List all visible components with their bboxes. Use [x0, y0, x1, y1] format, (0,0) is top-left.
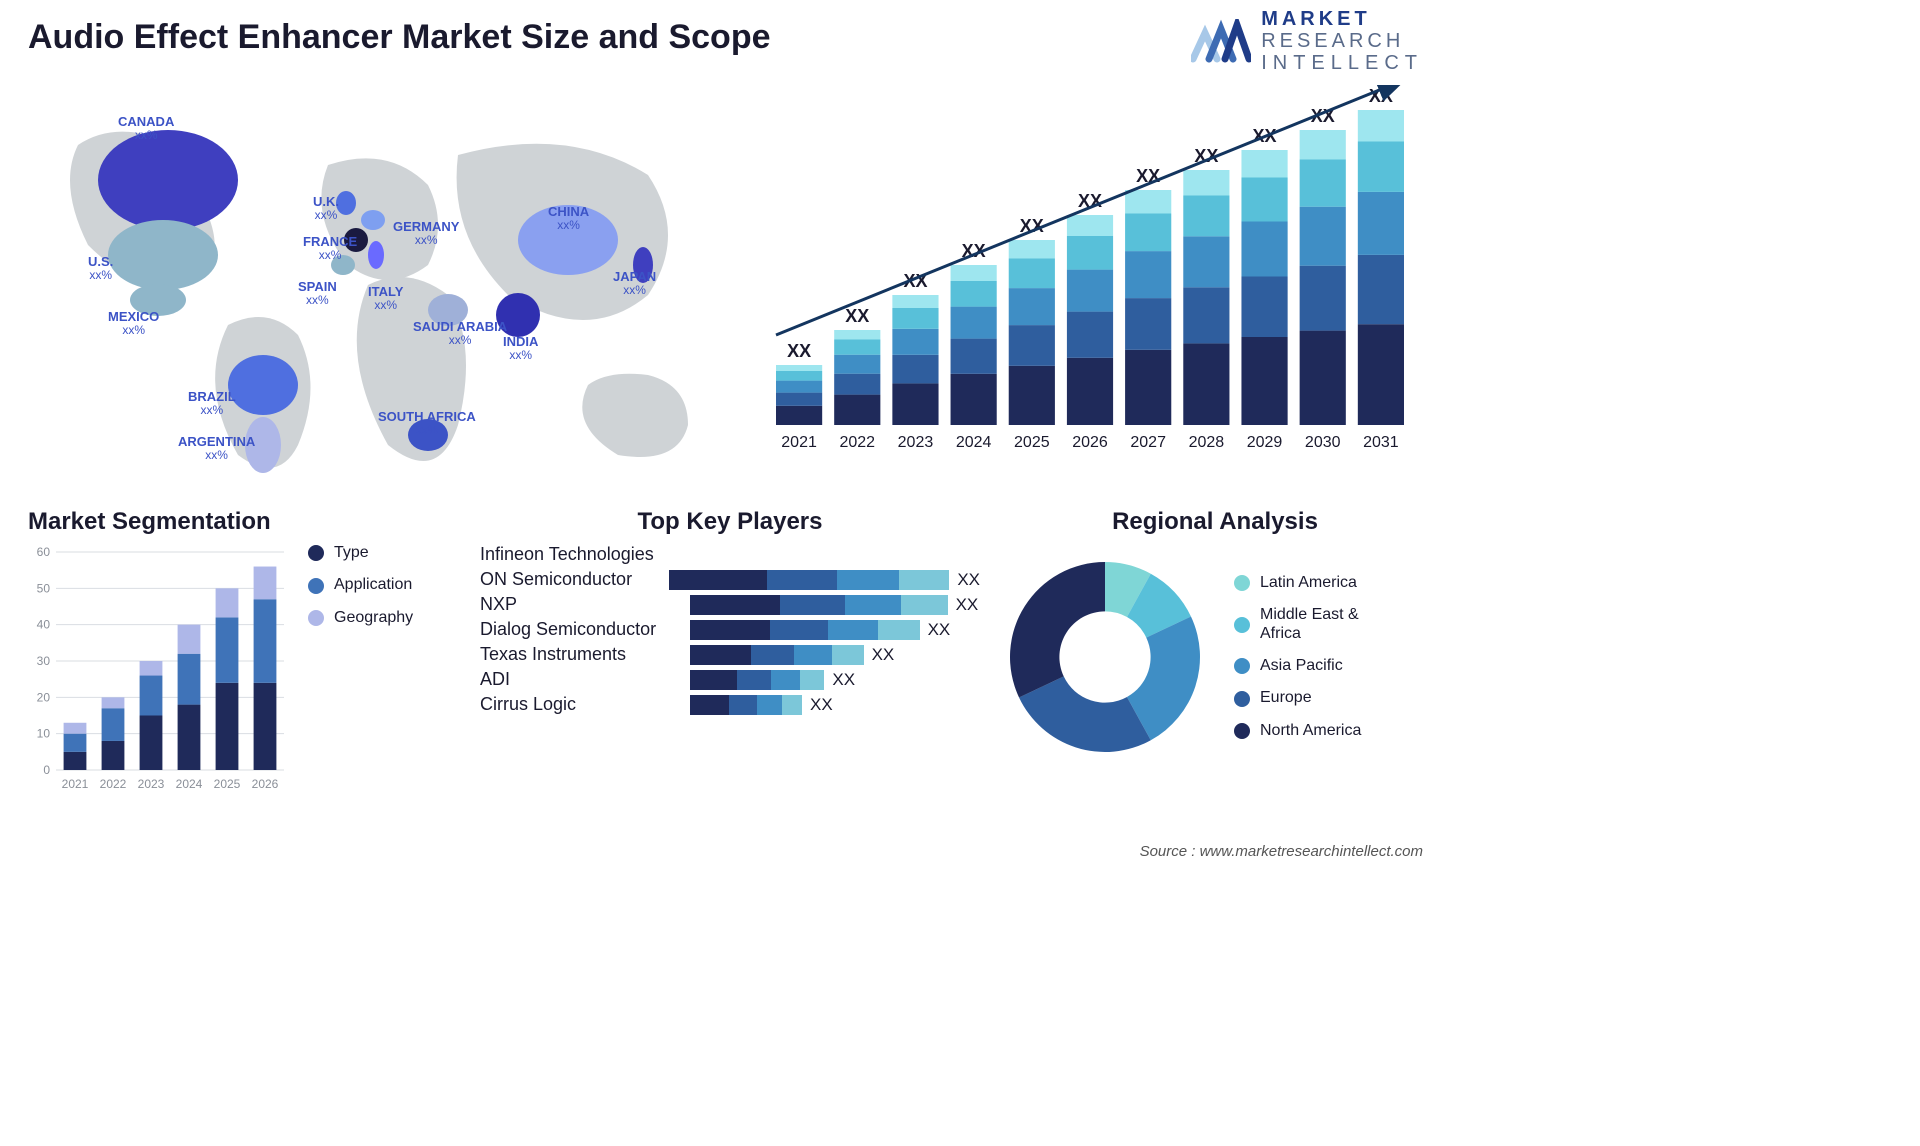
- map-label-brazil: BRAZILxx%: [188, 390, 236, 417]
- svg-text:2024: 2024: [176, 777, 203, 791]
- regional-legend-asia-pacific: Asia Pacific: [1234, 657, 1361, 675]
- regional-legend: Latin America Middle East &Africa Asia Pac…: [1234, 574, 1361, 740]
- svg-text:XX: XX: [787, 341, 811, 361]
- forecast-chart-panel: XX2021XX2022XX2023XX2024XX2025XX2026XX20…: [755, 85, 1425, 465]
- player-row-adi: ADI XX: [480, 669, 980, 690]
- svg-text:XX: XX: [845, 306, 869, 326]
- map-label-south-africa: SOUTH AFRICAxx%: [378, 410, 476, 437]
- world-map-panel: CANADAxx% U.S.xx% MEXICOxx% BRAZILxx% ARGENT…: [28, 85, 728, 485]
- player-value: XX: [956, 595, 979, 615]
- svg-text:2021: 2021: [781, 434, 817, 451]
- svg-text:2021: 2021: [62, 777, 89, 791]
- svg-text:2026: 2026: [252, 777, 279, 791]
- player-value: XX: [928, 620, 951, 640]
- svg-text:60: 60: [37, 545, 51, 559]
- player-bar: [669, 570, 949, 590]
- map-label-u-k-: U.K.xx%: [313, 195, 339, 222]
- map-label-mexico: MEXICOxx%: [108, 310, 159, 337]
- player-name: ADI: [480, 669, 680, 690]
- player-bar: [690, 620, 920, 640]
- players-list: Infineon TechnologiesON SemiconductorXXN…: [480, 544, 980, 715]
- map-label-france: FRANCExx%: [303, 235, 357, 262]
- svg-text:2022: 2022: [839, 434, 875, 451]
- player-value: XX: [810, 695, 833, 715]
- regional-panel: Regional Analysis Latin America Middle Ea…: [1000, 508, 1430, 798]
- players-panel: Top Key Players Infineon Technologies ON …: [480, 508, 980, 798]
- player-row-dialog-semiconductor: Dialog Semiconductor XX: [480, 619, 980, 640]
- segmentation-panel: Market Segmentation 0 10 20 30 40 50 60 2021 202…: [28, 508, 458, 798]
- svg-text:30: 30: [37, 654, 51, 668]
- regional-legend-middle-east-africa: Middle East &Africa: [1234, 606, 1361, 643]
- svg-text:10: 10: [37, 727, 51, 741]
- svg-text:2024: 2024: [956, 434, 992, 451]
- player-row-cirrus-logic: Cirrus Logic XX: [480, 694, 980, 715]
- seg-legend-type: Type: [308, 544, 413, 562]
- player-row-on-semiconductor: ON Semiconductor XX: [480, 569, 980, 590]
- map-label-japan: JAPANxx%: [613, 270, 656, 297]
- map-label-india: INDIAxx%: [503, 335, 538, 362]
- logo-line2: RESEARCH: [1261, 30, 1423, 52]
- svg-text:0: 0: [43, 763, 50, 777]
- player-name: Texas Instruments: [480, 644, 680, 665]
- player-bar: [690, 670, 824, 690]
- logo-line1: MARKET: [1261, 8, 1423, 30]
- logo-text: MARKET RESEARCH INTELLECT: [1261, 8, 1423, 74]
- map-label-saudi-arabia: SAUDI ARABIAxx%: [413, 320, 507, 347]
- regional-donut-chart: [1000, 552, 1210, 762]
- regional-legend-north-america: North America: [1234, 722, 1361, 740]
- player-value: XX: [832, 670, 855, 690]
- forecast-chart: XX2021XX2022XX2023XX2024XX2025XX2026XX20…: [755, 85, 1425, 465]
- player-row-infineon-technologies: Infineon Technologies: [480, 544, 980, 565]
- player-row-nxp: NXP XX: [480, 594, 980, 615]
- svg-text:2022: 2022: [100, 777, 127, 791]
- svg-text:2026: 2026: [1072, 434, 1108, 451]
- svg-text:2027: 2027: [1130, 434, 1166, 451]
- player-name: Dialog Semiconductor: [480, 619, 680, 640]
- logo-line3: INTELLECT: [1261, 52, 1423, 74]
- segmentation-title: Market Segmentation: [28, 508, 458, 536]
- player-name: Infineon Technologies: [480, 544, 680, 565]
- svg-text:2025: 2025: [1014, 434, 1050, 451]
- seg-legend-geography: Geography: [308, 609, 413, 627]
- player-name: NXP: [480, 594, 680, 615]
- player-bar: [690, 645, 864, 665]
- player-value: XX: [872, 645, 895, 665]
- svg-text:2025: 2025: [214, 777, 241, 791]
- source-line: Source : www.marketresearchintellect.com: [1140, 843, 1423, 860]
- map-label-u-s-: U.S.xx%: [88, 255, 113, 282]
- player-name: ON Semiconductor: [480, 569, 659, 590]
- seg-legend-application: Application: [308, 576, 413, 594]
- svg-text:2028: 2028: [1189, 434, 1225, 451]
- svg-text:2031: 2031: [1363, 434, 1399, 451]
- map-label-germany: GERMANYxx%: [393, 220, 459, 247]
- page-title: Audio Effect Enhancer Market Size and Sc…: [28, 18, 771, 57]
- player-value: XX: [957, 570, 980, 590]
- player-bar: [690, 595, 948, 615]
- svg-text:40: 40: [37, 618, 51, 632]
- map-label-canada: CANADAxx%: [118, 115, 174, 142]
- player-name: Cirrus Logic: [480, 694, 680, 715]
- svg-text:2029: 2029: [1247, 434, 1283, 451]
- svg-text:20: 20: [37, 690, 51, 704]
- svg-text:50: 50: [37, 581, 51, 595]
- players-title: Top Key Players: [480, 508, 980, 536]
- map-label-italy: ITALYxx%: [368, 285, 403, 312]
- map-label-china: CHINAxx%: [548, 205, 589, 232]
- regional-title: Regional Analysis: [1000, 508, 1430, 536]
- segmentation-legend: Type Application Geography: [308, 544, 413, 627]
- map-label-argentina: ARGENTINAxx%: [178, 435, 255, 462]
- logo-mark-icon: [1191, 19, 1251, 63]
- svg-text:2023: 2023: [898, 434, 934, 451]
- regional-legend-latin-america: Latin America: [1234, 574, 1361, 592]
- svg-text:2023: 2023: [138, 777, 165, 791]
- player-bar: [690, 695, 802, 715]
- player-row-texas-instruments: Texas Instruments XX: [480, 644, 980, 665]
- brand-logo: MARKET RESEARCH INTELLECT: [1191, 8, 1423, 74]
- svg-text:2030: 2030: [1305, 434, 1341, 451]
- regional-legend-europe: Europe: [1234, 689, 1361, 707]
- segmentation-chart: 0 10 20 30 40 50 60 2021 2022 2023 2024 2025 2026: [28, 544, 288, 794]
- map-label-spain: SPAINxx%: [298, 280, 337, 307]
